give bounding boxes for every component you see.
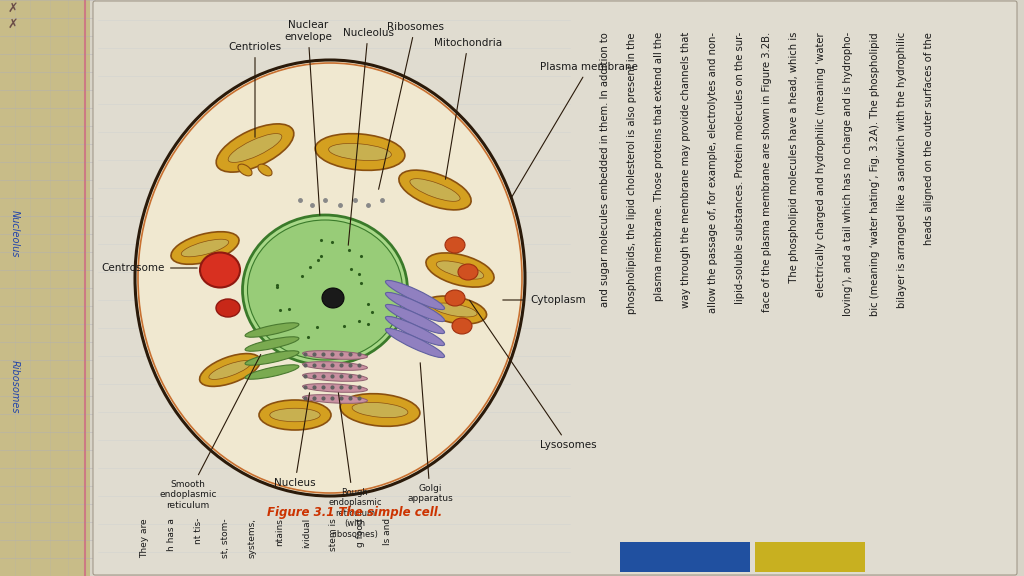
Text: Ribosomes: Ribosomes	[379, 22, 443, 190]
Ellipse shape	[245, 323, 299, 337]
Text: Centrioles: Centrioles	[228, 42, 282, 137]
Text: Centrosome: Centrosome	[101, 263, 198, 273]
Ellipse shape	[245, 351, 299, 365]
Text: systems,: systems,	[248, 518, 257, 558]
Bar	[0, 0, 95, 576]
Bar	[755, 542, 865, 572]
Text: nt tis-: nt tis-	[194, 518, 203, 544]
Ellipse shape	[248, 220, 402, 360]
Ellipse shape	[385, 304, 444, 334]
Text: ividual: ividual	[302, 518, 311, 548]
Text: Nucleus: Nucleus	[274, 393, 315, 488]
Ellipse shape	[445, 290, 465, 306]
Ellipse shape	[329, 143, 391, 161]
Ellipse shape	[181, 239, 228, 257]
Ellipse shape	[245, 365, 299, 379]
Ellipse shape	[433, 303, 477, 317]
Ellipse shape	[385, 328, 444, 358]
Text: g food: g food	[356, 518, 365, 547]
Text: Rough
endoplasmic
reticulum
(with
ribosomes): Rough endoplasmic reticulum (with riboso…	[329, 393, 382, 539]
Ellipse shape	[399, 170, 471, 210]
Ellipse shape	[426, 253, 494, 287]
Ellipse shape	[216, 299, 240, 317]
Text: st, stom-: st, stom-	[221, 518, 230, 558]
Ellipse shape	[302, 351, 368, 359]
Ellipse shape	[322, 288, 344, 308]
Ellipse shape	[452, 318, 472, 334]
Ellipse shape	[171, 232, 239, 264]
Text: Nucleolus: Nucleolus	[10, 210, 20, 257]
Ellipse shape	[238, 164, 252, 176]
Text: way through the membrane may provide channels that: way through the membrane may provide cha…	[681, 32, 691, 308]
Ellipse shape	[302, 373, 368, 381]
Bar	[620, 542, 750, 572]
Ellipse shape	[385, 293, 444, 321]
Text: Ribosomes: Ribosomes	[10, 360, 20, 414]
Ellipse shape	[200, 252, 240, 287]
Text: Lysosomes: Lysosomes	[470, 300, 597, 450]
Ellipse shape	[302, 395, 368, 403]
Ellipse shape	[385, 316, 444, 346]
Text: phospholipids, the lipid cholesterol is also present in the: phospholipids, the lipid cholesterol is …	[627, 32, 637, 313]
FancyBboxPatch shape	[93, 1, 1017, 575]
Text: lipid-soluble substances. Protein molecules on the sur-: lipid-soluble substances. Protein molecu…	[735, 32, 745, 304]
Text: Nuclear
envelope: Nuclear envelope	[284, 20, 332, 215]
Text: ✗: ✗	[8, 2, 18, 15]
Text: face of the plasma membrane are shown in Figure 3.2B.: face of the plasma membrane are shown in…	[762, 32, 772, 312]
Text: The phospholipid molecules have a head, which is: The phospholipid molecules have a head, …	[790, 32, 799, 293]
Ellipse shape	[302, 362, 368, 370]
Text: ✗: ✗	[8, 18, 18, 31]
Ellipse shape	[258, 164, 272, 176]
Ellipse shape	[445, 237, 465, 253]
Text: and sugar molecules embedded in them. In addition to: and sugar molecules embedded in them. In…	[600, 32, 610, 307]
Ellipse shape	[243, 215, 408, 365]
Text: loving’), and a tail which has no charge and is hydropho-: loving’), and a tail which has no charge…	[843, 32, 853, 316]
Ellipse shape	[458, 264, 478, 280]
Text: h has a: h has a	[167, 518, 176, 551]
Ellipse shape	[135, 60, 525, 496]
Ellipse shape	[410, 179, 460, 202]
Ellipse shape	[315, 134, 404, 170]
Text: bic (meaning ‘water hating’, Fig. 3.2A). The phospholipid: bic (meaning ‘water hating’, Fig. 3.2A).…	[870, 32, 880, 316]
Text: heads aligned on the outer surfaces of the: heads aligned on the outer surfaces of t…	[924, 32, 934, 245]
Ellipse shape	[209, 361, 251, 380]
Ellipse shape	[269, 408, 321, 422]
Text: Smooth
endoplasmic
reticulum: Smooth endoplasmic reticulum	[160, 354, 261, 510]
Ellipse shape	[259, 400, 331, 430]
Text: They are: They are	[140, 518, 150, 558]
Text: Figure 3.1 The simple cell.: Figure 3.1 The simple cell.	[267, 506, 442, 519]
Text: plasma membrane. Those proteins that extend all the: plasma membrane. Those proteins that ext…	[654, 32, 664, 301]
Text: allow the passage of, for example, electrolytes and non-: allow the passage of, for example, elect…	[708, 32, 718, 313]
Text: stem is: stem is	[329, 518, 338, 551]
Text: Nucleolus: Nucleolus	[342, 28, 393, 245]
Text: Golgi
apparatus: Golgi apparatus	[408, 363, 453, 503]
Text: ntains: ntains	[275, 518, 284, 546]
Text: electrically charged and hydrophilic (meaning ‘water: electrically charged and hydrophilic (me…	[816, 32, 826, 297]
Ellipse shape	[216, 124, 294, 172]
Text: Mitochondria: Mitochondria	[434, 38, 502, 179]
Ellipse shape	[302, 384, 368, 392]
Ellipse shape	[423, 296, 486, 324]
Ellipse shape	[352, 403, 408, 418]
Ellipse shape	[385, 281, 444, 310]
Text: Plasma membrane: Plasma membrane	[511, 62, 638, 198]
Ellipse shape	[200, 354, 260, 386]
Ellipse shape	[436, 261, 483, 279]
Text: Cytoplasm: Cytoplasm	[503, 295, 586, 305]
Text: bilayer is arranged like a sandwich with the hydrophilic: bilayer is arranged like a sandwich with…	[897, 32, 907, 308]
Ellipse shape	[340, 393, 420, 426]
Ellipse shape	[228, 134, 282, 162]
Ellipse shape	[245, 337, 299, 351]
Text: ls and: ls and	[383, 518, 392, 545]
